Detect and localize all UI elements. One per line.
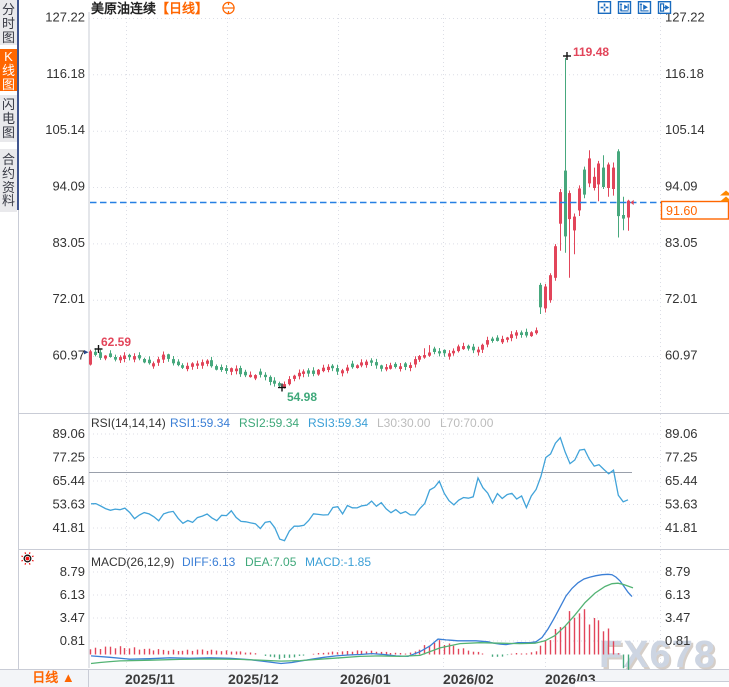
svg-text:RSI1:59.34: RSI1:59.34 xyxy=(170,416,230,430)
svg-text:0.81: 0.81 xyxy=(60,633,85,648)
svg-text:8.79: 8.79 xyxy=(665,564,690,579)
svg-text:65.44: 65.44 xyxy=(665,473,698,488)
svg-text:116.18: 116.18 xyxy=(665,66,704,81)
svg-text:94.09: 94.09 xyxy=(52,179,85,194)
svg-text:116.18: 116.18 xyxy=(46,66,85,81)
svg-text:RSI3:59.34: RSI3:59.34 xyxy=(308,416,368,430)
svg-text:72.01: 72.01 xyxy=(52,291,85,306)
svg-text:L70:70.00: L70:70.00 xyxy=(440,416,494,430)
svg-text:【日线】: 【日线】 xyxy=(156,1,208,16)
svg-text:127.22: 127.22 xyxy=(665,10,705,25)
svg-text:美原油连续: 美原油连续 xyxy=(91,1,156,16)
svg-text:8.79: 8.79 xyxy=(60,564,85,579)
svg-text:0.81: 0.81 xyxy=(665,633,690,648)
svg-text:53.63: 53.63 xyxy=(665,497,698,512)
svg-text:41.81: 41.81 xyxy=(52,520,85,535)
svg-text:FX678: FX678 xyxy=(601,636,718,678)
svg-text:54.98: 54.98 xyxy=(287,390,317,404)
svg-text:72.01: 72.01 xyxy=(665,291,698,306)
svg-text:60.97: 60.97 xyxy=(665,348,698,363)
svg-text:3.47: 3.47 xyxy=(665,610,690,625)
svg-text:62.59: 62.59 xyxy=(101,335,131,349)
svg-text:6.13: 6.13 xyxy=(665,587,690,602)
svg-text:RSI(14,14,14): RSI(14,14,14) xyxy=(91,416,166,430)
svg-text:91.60: 91.60 xyxy=(666,204,697,218)
svg-text:65.44: 65.44 xyxy=(52,473,85,488)
svg-text:RSI2:59.34: RSI2:59.34 xyxy=(239,416,299,430)
svg-text:89.06: 89.06 xyxy=(52,426,85,441)
svg-text:83.05: 83.05 xyxy=(665,235,698,250)
svg-text:53.63: 53.63 xyxy=(52,497,85,512)
svg-text:6.13: 6.13 xyxy=(60,587,85,602)
svg-text:94.09: 94.09 xyxy=(665,179,698,194)
svg-text:105.14: 105.14 xyxy=(45,122,85,137)
svg-text:77.25: 77.25 xyxy=(665,450,698,465)
svg-text:DEA:7.05: DEA:7.05 xyxy=(245,555,297,569)
svg-text:MACD:-1.85: MACD:-1.85 xyxy=(305,555,371,569)
svg-text:41.81: 41.81 xyxy=(665,520,698,535)
svg-text:L30:30.00: L30:30.00 xyxy=(377,416,431,430)
svg-text:FX678: FX678 xyxy=(599,634,716,676)
svg-text:60.97: 60.97 xyxy=(52,348,85,363)
svg-text:127.22: 127.22 xyxy=(45,10,85,25)
svg-text:MACD(26,12,9): MACD(26,12,9) xyxy=(91,555,174,569)
svg-text:DIFF:6.13: DIFF:6.13 xyxy=(182,555,236,569)
svg-text:3.47: 3.47 xyxy=(60,610,85,625)
svg-text:83.05: 83.05 xyxy=(52,235,85,250)
svg-text:77.25: 77.25 xyxy=(52,450,85,465)
svg-text:119.48: 119.48 xyxy=(573,45,609,59)
svg-text:105.14: 105.14 xyxy=(665,122,705,137)
svg-text:89.06: 89.06 xyxy=(665,426,698,441)
